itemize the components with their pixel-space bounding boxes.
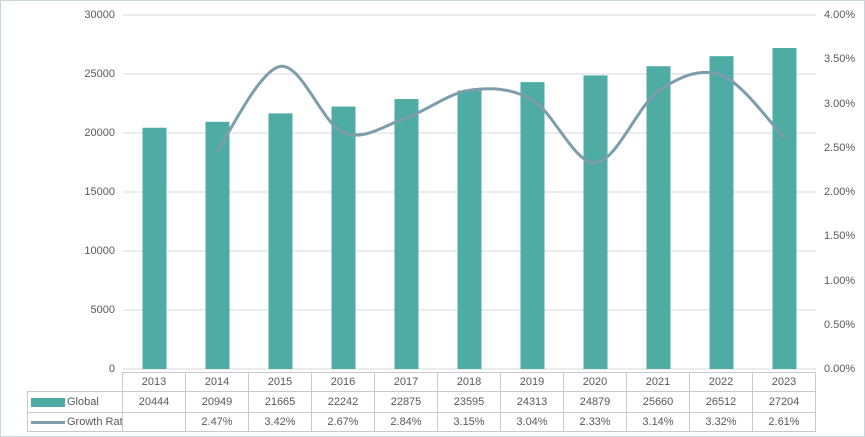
right-axis-tick-label: 4.00%: [824, 9, 856, 21]
data-table: 2013 2014 2015 2016 2017 2018 2019 2020 2021 2022…: [27, 372, 816, 432]
right-axis-tick-label: 3.00%: [824, 97, 856, 110]
year-cell: 2013: [122, 372, 186, 392]
value-cell: 20949: [185, 391, 249, 413]
bar-2017: [394, 99, 419, 369]
left-axis-tick-label: 25000: [84, 68, 115, 80]
value-cell: 22242: [311, 391, 375, 413]
bar-2023: [772, 47, 797, 370]
right-axis-tick-label: 3.50%: [824, 53, 856, 66]
year-cell: 2021: [626, 372, 690, 392]
line-legend-swatch: [31, 420, 65, 424]
year-cell: 2017: [374, 372, 438, 392]
bar-2018: [457, 90, 482, 369]
value-cell: 21665: [248, 391, 312, 413]
left-axis-tick-label: 15000: [84, 186, 115, 198]
bar-2013: [142, 127, 167, 369]
right-axis-tick-label: 2.00%: [824, 186, 856, 198]
value-cell: 22875: [374, 391, 438, 413]
bar-2015: [268, 113, 293, 369]
bar-2020: [583, 75, 608, 370]
year-cell: 2023: [752, 372, 816, 392]
year-cell: 2019: [500, 372, 564, 392]
value-cell: 3.15%: [437, 412, 501, 432]
year-cell: 2014: [185, 372, 249, 392]
right-axis-tick-label: 2.50%: [824, 141, 856, 154]
value-cell: 2.61%: [752, 412, 816, 432]
left-axis-tick-label: 10000: [84, 245, 115, 257]
bar-legend-swatch: [31, 397, 65, 407]
value-cell: 3.14%: [626, 412, 690, 432]
value-cell: 20444: [122, 391, 186, 413]
value-cell: 23595: [437, 391, 501, 413]
left-axis-tick-label: 5000: [90, 304, 115, 316]
right-axis-tick-label: 0.00%: [824, 363, 856, 375]
year-cell: 2018: [437, 372, 501, 392]
bar-2019: [520, 82, 545, 369]
table-corner-empty: [28, 373, 123, 392]
value-cell: 24879: [563, 391, 627, 413]
legend-cell-growth-rate: Growth Rate: [27, 412, 123, 432]
right-axis-tick-label: 0.50%: [824, 318, 856, 331]
right-axis-tick-label: 1.50%: [824, 230, 856, 243]
value-cell: [122, 412, 186, 432]
year-cell: 2015: [248, 372, 312, 392]
bar-2021: [646, 66, 671, 369]
legend-cell-global: Global: [27, 391, 123, 413]
value-cell: 3.04%: [500, 412, 564, 432]
legend-label: Global: [67, 396, 99, 408]
value-cell: 24313: [500, 391, 564, 413]
left-axis-tick-label: 20000: [84, 127, 115, 139]
legend-label: Growth Rate: [67, 416, 123, 428]
right-axis-tick-label: 1.00%: [824, 274, 856, 287]
bar-2014: [205, 121, 230, 369]
value-cell: 26512: [689, 391, 753, 413]
year-cell: 2020: [563, 372, 627, 392]
value-cell: 3.32%: [689, 412, 753, 432]
left-axis-tick-label: 30000: [84, 9, 115, 21]
bar-2022: [709, 56, 734, 370]
value-cell: 2.67%: [311, 412, 375, 432]
value-cell: 25660: [626, 391, 690, 413]
value-cell: 3.42%: [248, 412, 312, 432]
value-cell: 2.47%: [185, 412, 249, 432]
value-cell: 2.33%: [563, 412, 627, 432]
growth-rate-line: [216, 64, 786, 165]
year-cell: 2016: [311, 372, 375, 392]
year-cell: 2022: [689, 372, 753, 392]
value-cell: 2.84%: [374, 412, 438, 432]
value-cell: 27204: [752, 391, 816, 413]
bar-2016: [331, 106, 356, 369]
left-axis-tick-label: 0: [108, 363, 115, 375]
